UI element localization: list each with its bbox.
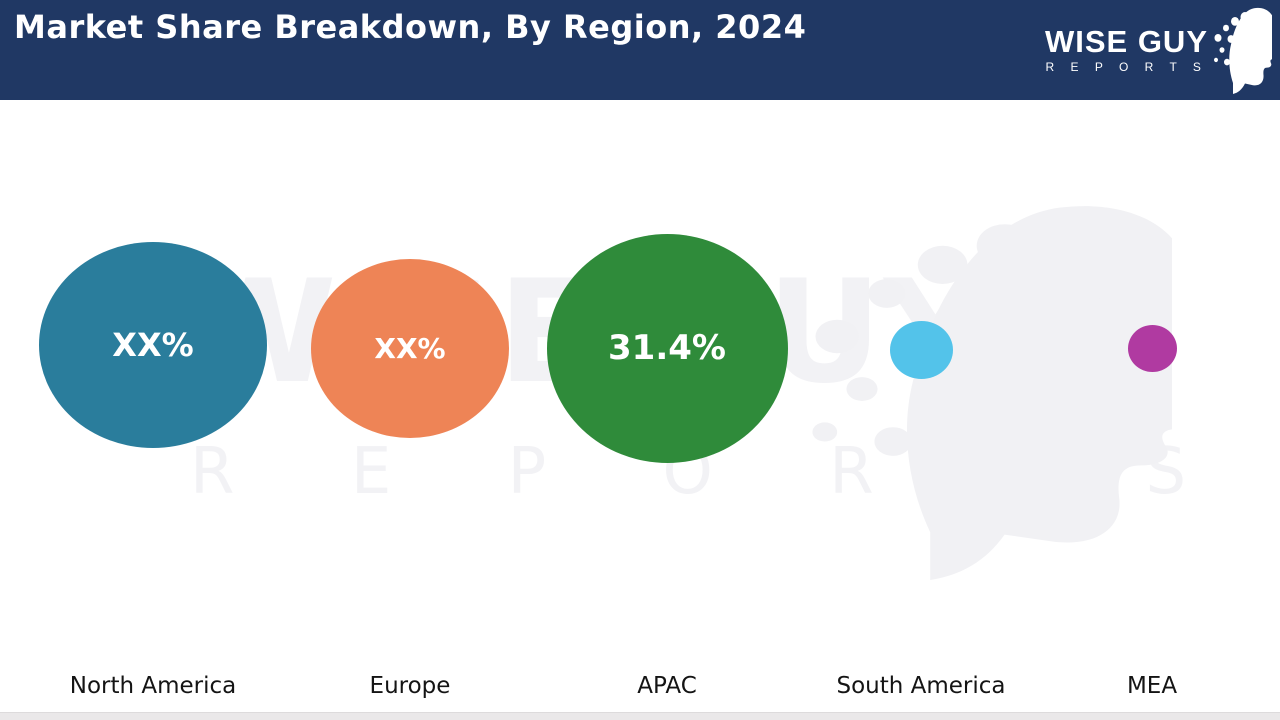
header-bar: Market Share Breakdown, By Region, 2024 … (0, 0, 1280, 100)
category-label-apac: APAC (637, 673, 697, 699)
bubble-value-label-apac: 31.4% (608, 328, 726, 368)
bubble-south-america (889, 321, 953, 379)
footer-strip (0, 712, 1280, 720)
bubble-apac: 31.4% (546, 233, 788, 463)
bubble-value-label-europe: XX% (374, 331, 446, 365)
logo-head-profile-icon (1214, 7, 1272, 94)
bubble-value-label-north-america: XX% (112, 326, 194, 364)
category-label-europe: Europe (369, 673, 451, 699)
brand-logo: WISE GUY R E P O R T S (1045, 4, 1272, 96)
bubble-north-america: XX% (39, 242, 267, 448)
category-label-north-america: North America (69, 673, 237, 699)
bubble-mea (1127, 324, 1177, 372)
brand-name: WISE GUY (1044, 23, 1208, 59)
category-label-mea: MEA (1126, 673, 1178, 699)
brand-subtitle: R E P O R T S (1045, 60, 1208, 75)
bubble-europe: XX% (311, 258, 509, 438)
page-title: Market Share Breakdown, By Region, 2024 (14, 8, 807, 46)
brand-logo-text: WISE GUY R E P O R T S (1044, 23, 1208, 75)
category-label-south-america: South America (836, 673, 1006, 699)
